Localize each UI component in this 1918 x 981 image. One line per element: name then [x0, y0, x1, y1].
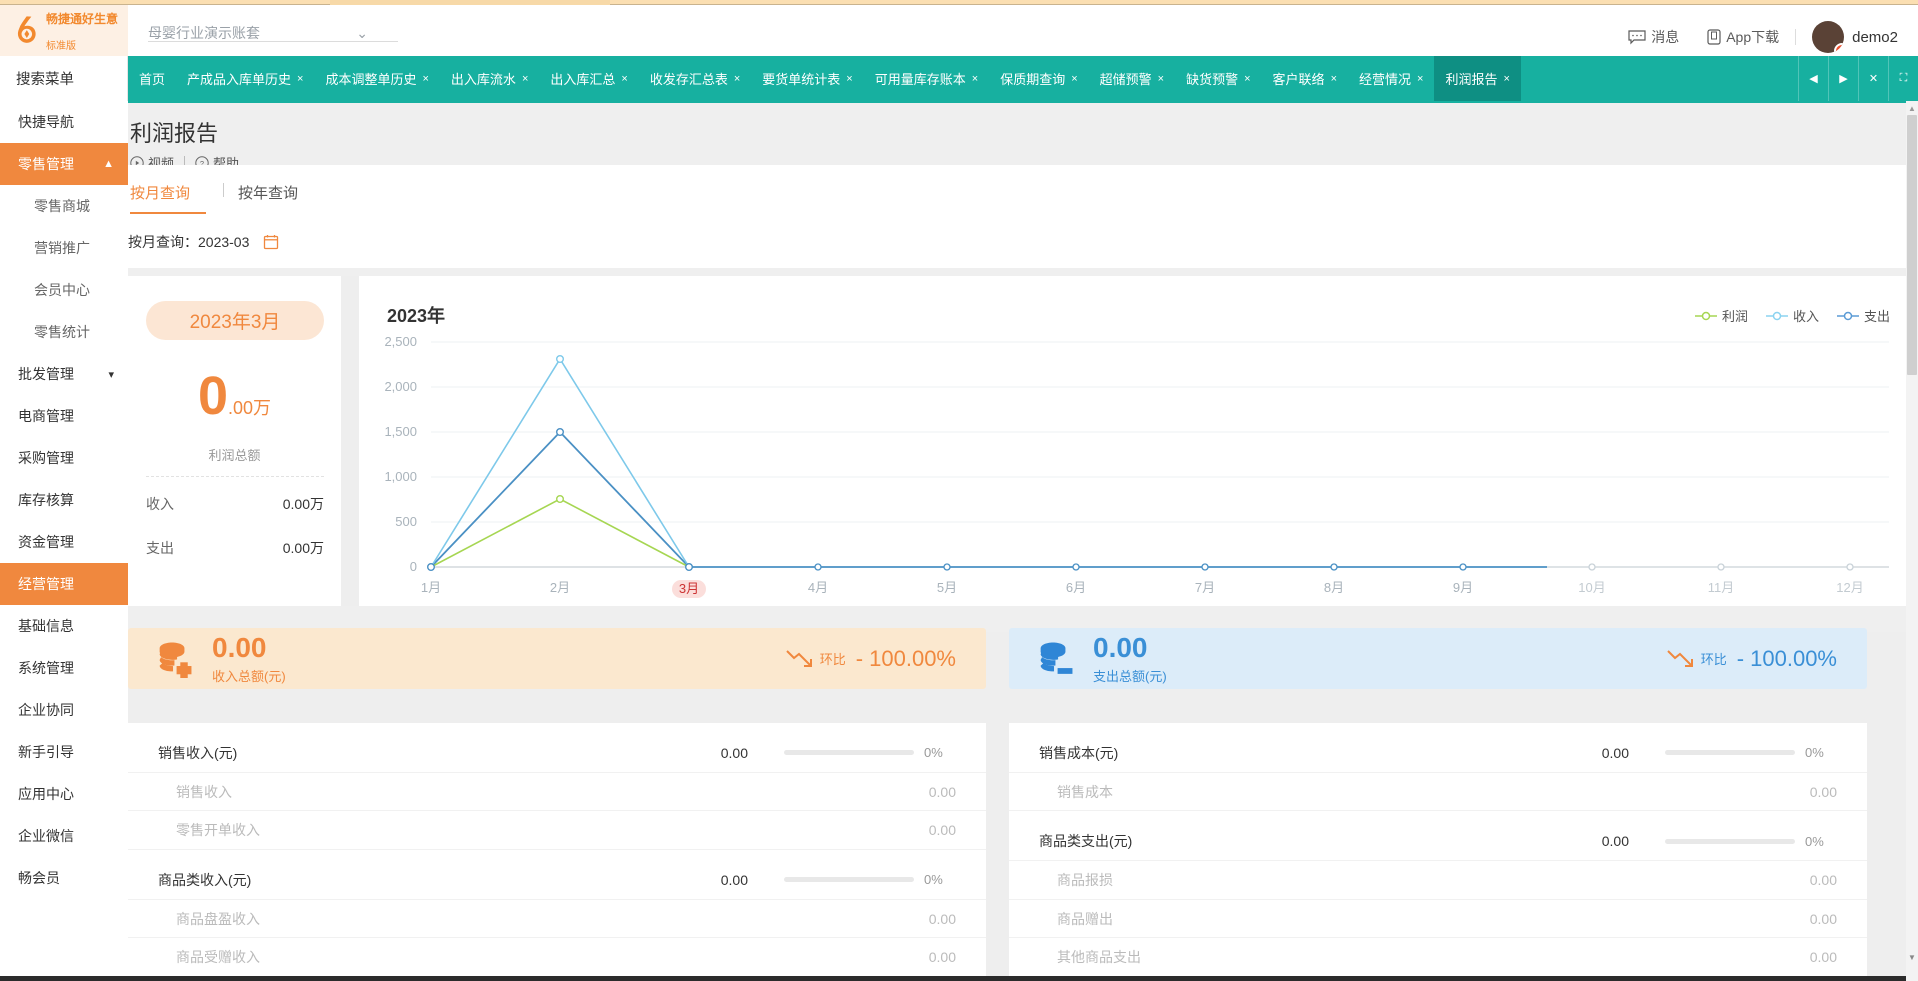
svg-text:500: 500	[395, 514, 417, 529]
svg-text:2,500: 2,500	[384, 334, 417, 349]
svg-text:1月: 1月	[421, 580, 441, 595]
svg-text:2月: 2月	[550, 580, 570, 595]
svg-text:0: 0	[410, 559, 417, 574]
svg-text:8月: 8月	[1324, 580, 1344, 595]
svg-text:1,000: 1,000	[384, 469, 417, 484]
svg-text:7月: 7月	[1195, 580, 1215, 595]
svg-text:3月: 3月	[679, 581, 699, 596]
svg-text:5月: 5月	[937, 580, 957, 595]
svg-text:12月: 12月	[1836, 580, 1863, 595]
svg-text:6月: 6月	[1066, 580, 1086, 595]
svg-text:9月: 9月	[1453, 580, 1473, 595]
svg-text:4月: 4月	[808, 580, 828, 595]
svg-text:2,000: 2,000	[384, 379, 417, 394]
svg-text:10月: 10月	[1578, 580, 1605, 595]
svg-text:1,500: 1,500	[384, 424, 417, 439]
svg-text:11月: 11月	[1708, 580, 1735, 595]
